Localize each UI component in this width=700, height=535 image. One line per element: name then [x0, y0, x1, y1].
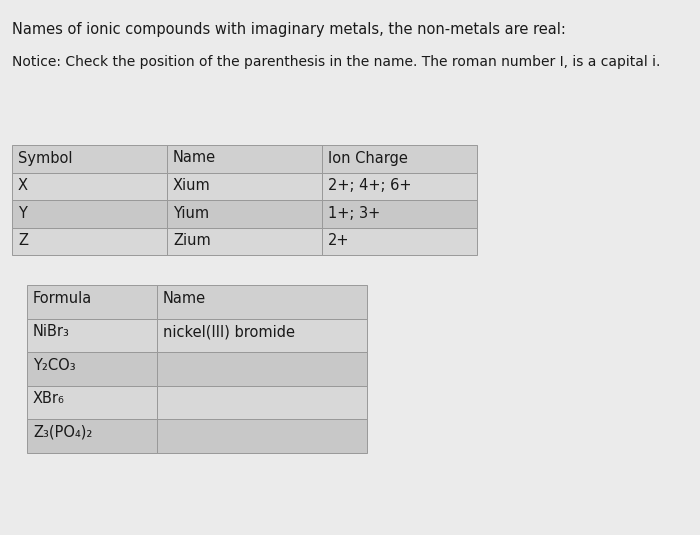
FancyBboxPatch shape	[157, 318, 367, 352]
FancyBboxPatch shape	[12, 172, 167, 200]
Text: Y: Y	[18, 205, 27, 220]
Text: Yium: Yium	[173, 205, 209, 220]
FancyBboxPatch shape	[322, 172, 477, 200]
FancyBboxPatch shape	[27, 318, 157, 352]
FancyBboxPatch shape	[322, 145, 477, 172]
Text: Notice: Check the position of the parenthesis in the name. The roman number I, i: Notice: Check the position of the parent…	[12, 55, 660, 69]
Text: nickel(III) bromide: nickel(III) bromide	[163, 324, 295, 339]
FancyBboxPatch shape	[167, 145, 322, 172]
FancyBboxPatch shape	[167, 172, 322, 200]
FancyBboxPatch shape	[27, 285, 157, 318]
Text: Zium: Zium	[173, 233, 211, 248]
FancyBboxPatch shape	[167, 227, 322, 255]
FancyBboxPatch shape	[157, 285, 367, 318]
FancyBboxPatch shape	[12, 227, 167, 255]
Text: Names of ionic compounds with imaginary metals, the non-metals are real:: Names of ionic compounds with imaginary …	[12, 22, 566, 37]
Text: 1+; 3+: 1+; 3+	[328, 205, 380, 220]
Text: Z: Z	[18, 233, 28, 248]
Text: Name: Name	[173, 150, 216, 165]
FancyBboxPatch shape	[157, 352, 367, 386]
Text: Symbol: Symbol	[18, 150, 73, 165]
FancyBboxPatch shape	[12, 200, 167, 227]
FancyBboxPatch shape	[322, 200, 477, 227]
FancyBboxPatch shape	[157, 386, 367, 419]
FancyBboxPatch shape	[167, 200, 322, 227]
FancyBboxPatch shape	[12, 145, 167, 172]
Text: Z₃(PO₄)₂: Z₃(PO₄)₂	[33, 424, 92, 439]
FancyBboxPatch shape	[157, 419, 367, 453]
Text: XBr₆: XBr₆	[33, 391, 65, 406]
FancyBboxPatch shape	[27, 352, 157, 386]
FancyBboxPatch shape	[27, 419, 157, 453]
FancyBboxPatch shape	[322, 227, 477, 255]
Text: Y₂CO₃: Y₂CO₃	[33, 357, 76, 372]
Text: 2+; 4+; 6+: 2+; 4+; 6+	[328, 178, 412, 193]
Text: Name: Name	[163, 291, 206, 305]
Text: 2+: 2+	[328, 233, 349, 248]
Text: NiBr₃: NiBr₃	[33, 324, 70, 339]
FancyBboxPatch shape	[27, 386, 157, 419]
Text: X: X	[18, 178, 28, 193]
Text: Xium: Xium	[173, 178, 211, 193]
Text: Formula: Formula	[33, 291, 92, 305]
Text: Ion Charge: Ion Charge	[328, 150, 408, 165]
